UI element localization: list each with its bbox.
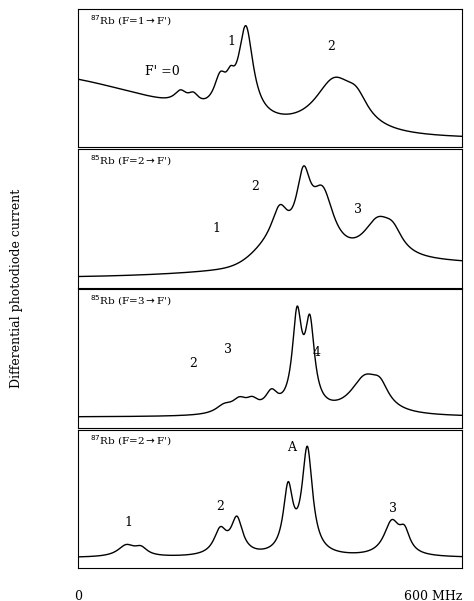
Text: Differential photodiode current: Differential photodiode current — [10, 189, 23, 388]
Text: 3: 3 — [389, 502, 397, 516]
Text: 4: 4 — [312, 346, 320, 359]
Text: 1: 1 — [124, 516, 132, 529]
Text: 2: 2 — [216, 499, 224, 513]
Text: 2: 2 — [251, 180, 259, 194]
Text: 1: 1 — [228, 35, 236, 47]
Text: $^{85}$Rb (F=2$\rightarrow$F'): $^{85}$Rb (F=2$\rightarrow$F') — [90, 153, 172, 168]
Text: 2: 2 — [190, 356, 197, 370]
Text: 3: 3 — [355, 203, 363, 216]
Text: 1: 1 — [212, 222, 220, 235]
Text: $^{87}$Rb (F=2$\rightarrow$F'): $^{87}$Rb (F=2$\rightarrow$F') — [90, 434, 172, 448]
Text: $^{87}$Rb (F=1$\rightarrow$F'): $^{87}$Rb (F=1$\rightarrow$F') — [90, 13, 172, 28]
Text: $^{85}$Rb (F=3$\rightarrow$F'): $^{85}$Rb (F=3$\rightarrow$F') — [90, 293, 172, 308]
Text: 3: 3 — [224, 343, 232, 356]
Text: 0: 0 — [74, 590, 82, 601]
Text: F' =0: F' =0 — [146, 65, 180, 78]
Text: 2: 2 — [328, 40, 336, 53]
Text: A: A — [287, 442, 296, 454]
Text: 600 MHz: 600 MHz — [404, 590, 462, 601]
